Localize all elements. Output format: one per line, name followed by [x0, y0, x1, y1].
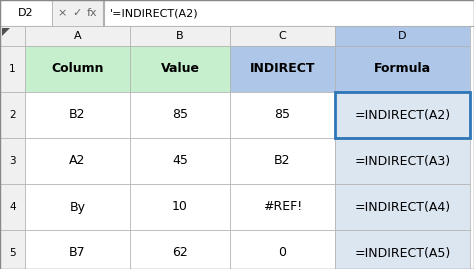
Bar [130, 184, 230, 230]
Text: 3: 3 [9, 156, 16, 166]
Text: A2: A2 [69, 154, 86, 168]
Bar [335, 230, 470, 269]
Bar [130, 46, 230, 92]
Bar [25, 92, 130, 138]
Bar [335, 92, 470, 138]
Bar [130, 230, 230, 269]
Bar [25, 26, 130, 46]
Bar [230, 138, 335, 184]
Text: fx: fx [87, 8, 97, 18]
Bar [0, 230, 25, 269]
Text: By: By [70, 200, 85, 214]
Bar [130, 92, 230, 138]
Bar [335, 46, 470, 92]
Bar [52, 0, 104, 26]
Bar [230, 92, 335, 138]
Bar [25, 230, 130, 269]
Text: Value: Value [161, 62, 200, 76]
Text: 62: 62 [172, 246, 188, 260]
Bar [335, 138, 470, 184]
Text: B2: B2 [274, 154, 291, 168]
Bar [335, 184, 470, 230]
Bar [230, 46, 335, 92]
Bar [0, 0, 474, 26]
Text: =INDIRECT(A4): =INDIRECT(A4) [355, 200, 451, 214]
Text: D2: D2 [18, 8, 34, 18]
Text: B2: B2 [69, 108, 86, 122]
Text: #REF!: #REF! [263, 200, 302, 214]
Bar [230, 230, 335, 269]
Text: '=INDIRECT(A2): '=INDIRECT(A2) [110, 8, 199, 18]
Text: 1: 1 [9, 64, 16, 74]
Text: ✓: ✓ [73, 8, 82, 18]
Bar [335, 26, 470, 46]
Text: =INDIRECT(A3): =INDIRECT(A3) [355, 154, 451, 168]
Text: Column: Column [51, 62, 104, 76]
Text: 85: 85 [274, 108, 291, 122]
Bar [25, 46, 130, 92]
Bar [130, 138, 230, 184]
Bar [0, 138, 25, 184]
Bar [230, 26, 335, 46]
Bar [0, 0, 52, 26]
Text: Formula: Formula [374, 62, 431, 76]
Text: ×: × [57, 8, 67, 18]
Text: 45: 45 [172, 154, 188, 168]
Bar [130, 26, 230, 46]
Polygon shape [2, 28, 10, 36]
Text: C: C [279, 31, 286, 41]
Bar [25, 184, 130, 230]
Text: 5: 5 [9, 248, 16, 258]
Bar [104, 0, 474, 26]
Bar [25, 138, 130, 184]
Text: B: B [176, 31, 184, 41]
Text: A: A [73, 31, 82, 41]
Text: =INDIRECT(A5): =INDIRECT(A5) [355, 246, 451, 260]
Text: 2: 2 [9, 110, 16, 120]
Text: D: D [398, 31, 407, 41]
Bar [0, 184, 25, 230]
Text: 0: 0 [279, 246, 286, 260]
Text: 4: 4 [9, 202, 16, 212]
Text: INDIRECT: INDIRECT [250, 62, 315, 76]
Bar [0, 46, 25, 92]
Text: =INDIRECT(A2): =INDIRECT(A2) [355, 108, 451, 122]
Bar [0, 26, 25, 46]
Text: 85: 85 [172, 108, 188, 122]
Text: 10: 10 [172, 200, 188, 214]
Text: B7: B7 [69, 246, 86, 260]
Bar [0, 92, 25, 138]
Bar [230, 184, 335, 230]
